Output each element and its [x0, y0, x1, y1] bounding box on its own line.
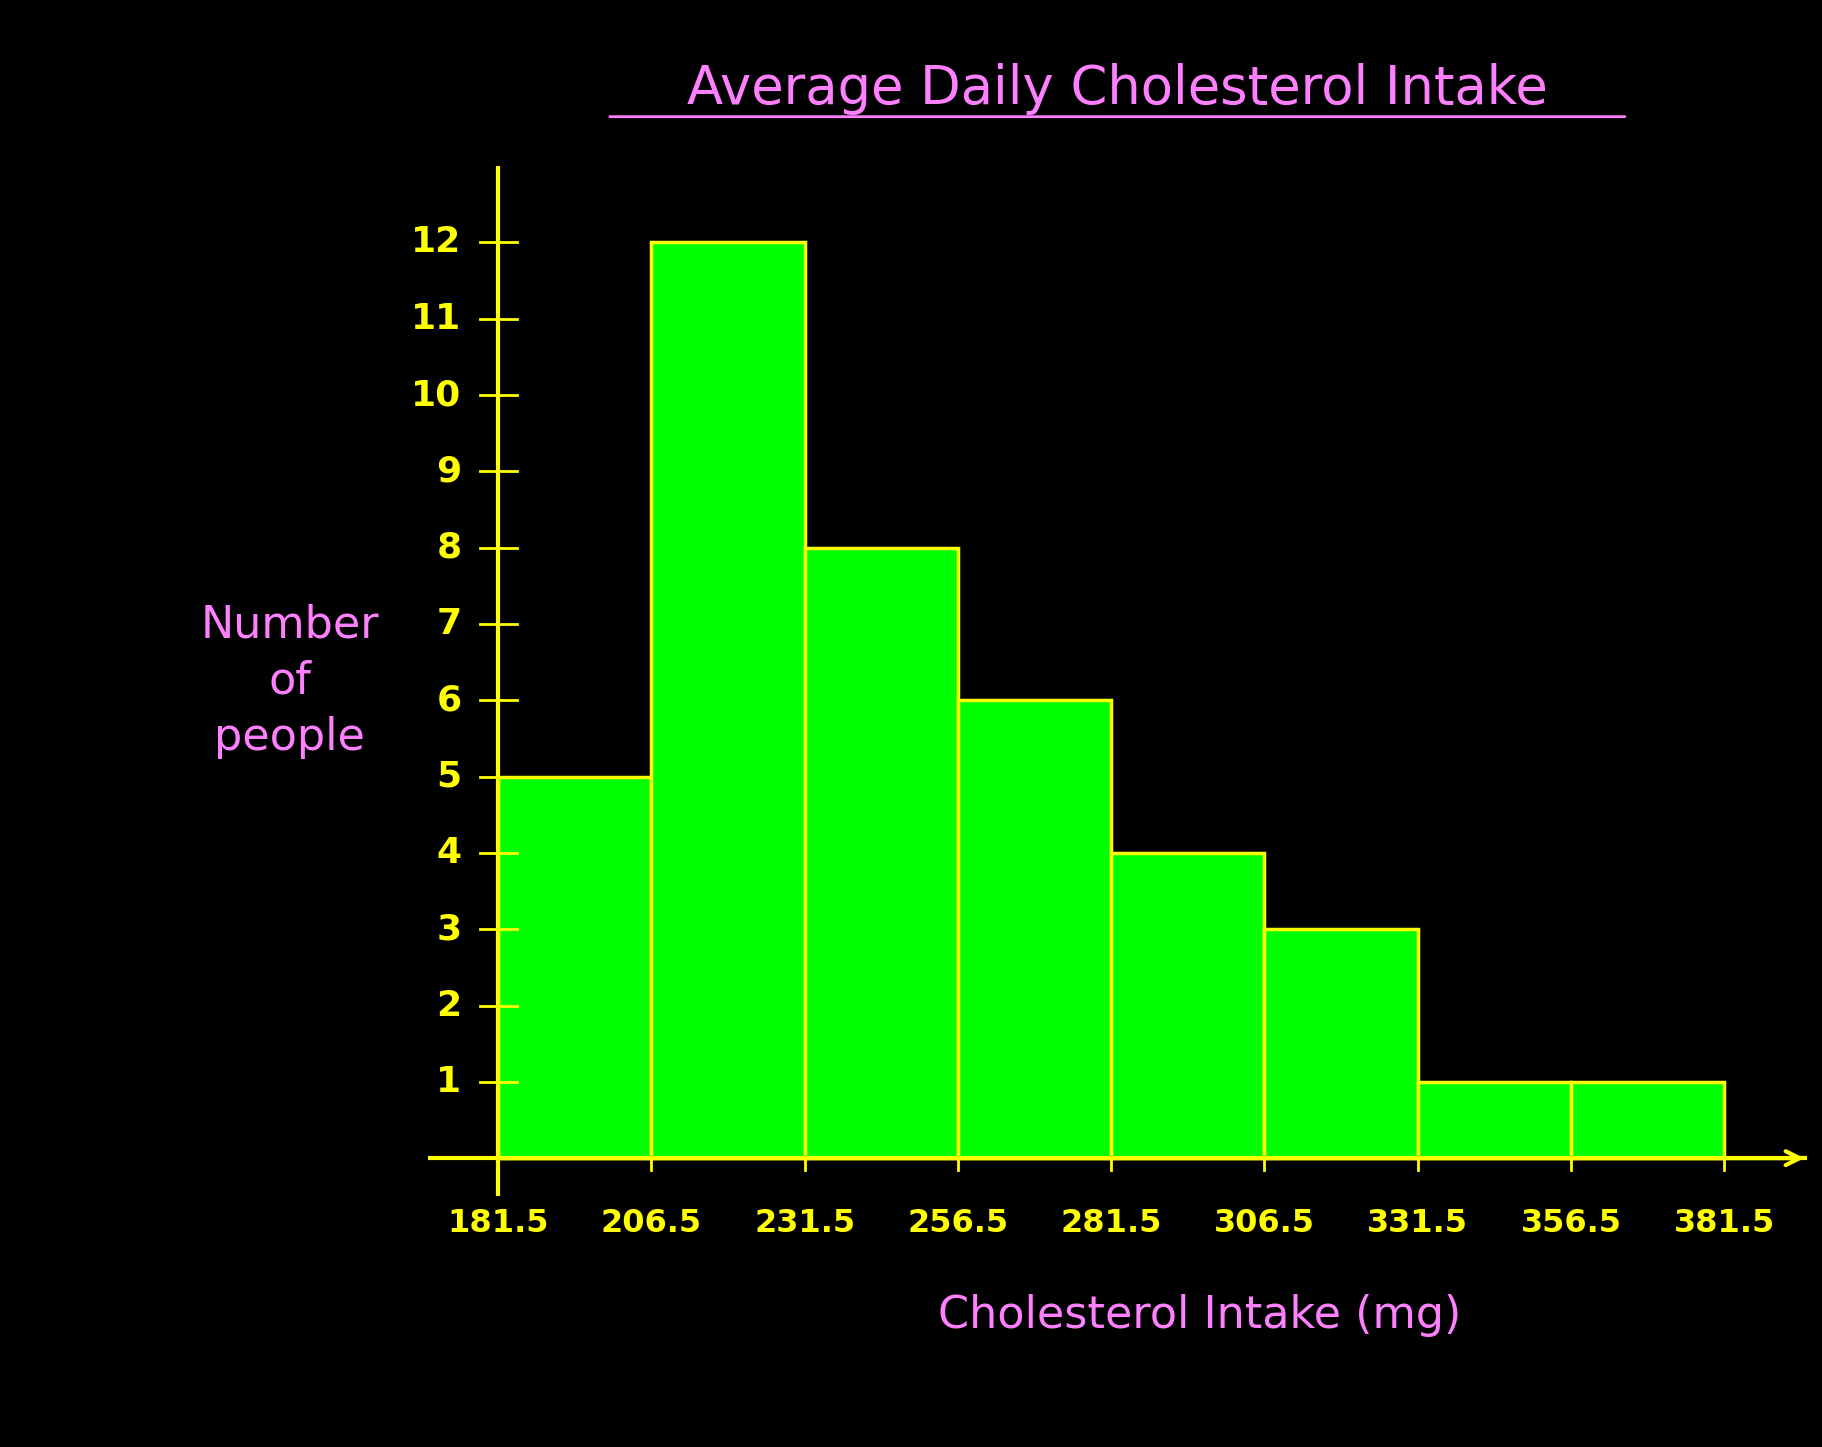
Text: Number
of
people: Number of people [200, 603, 379, 760]
Bar [497, 777, 652, 1158]
Bar [1264, 929, 1418, 1158]
Text: 3: 3 [435, 912, 461, 946]
Bar [1111, 852, 1264, 1158]
Text: 331.5: 331.5 [1366, 1208, 1469, 1239]
Text: 11: 11 [412, 302, 461, 336]
Bar [805, 547, 958, 1158]
Text: 2: 2 [435, 988, 461, 1023]
Text: 231.5: 231.5 [754, 1208, 855, 1239]
Text: 10: 10 [412, 378, 461, 412]
Text: 7: 7 [435, 606, 461, 641]
Bar [1418, 1082, 1571, 1158]
Text: 5: 5 [435, 760, 461, 793]
Text: 206.5: 206.5 [601, 1208, 701, 1239]
Text: 9: 9 [435, 454, 461, 489]
Text: 381.5: 381.5 [1674, 1208, 1775, 1239]
Text: 6: 6 [435, 683, 461, 718]
Text: 4: 4 [435, 836, 461, 870]
Bar [958, 700, 1111, 1158]
Text: 181.5: 181.5 [448, 1208, 548, 1239]
Text: 8: 8 [435, 531, 461, 564]
Text: 281.5: 281.5 [1060, 1208, 1162, 1239]
Text: 256.5: 256.5 [907, 1208, 1009, 1239]
Text: Cholesterol Intake (mg): Cholesterol Intake (mg) [938, 1294, 1461, 1337]
Bar [1571, 1082, 1724, 1158]
Text: 306.5: 306.5 [1213, 1208, 1315, 1239]
Bar [652, 243, 805, 1158]
Text: 12: 12 [412, 226, 461, 259]
Text: 356.5: 356.5 [1521, 1208, 1622, 1239]
Text: 1: 1 [435, 1065, 461, 1098]
Text: Average Daily Cholesterol Intake: Average Daily Cholesterol Intake [687, 62, 1547, 114]
